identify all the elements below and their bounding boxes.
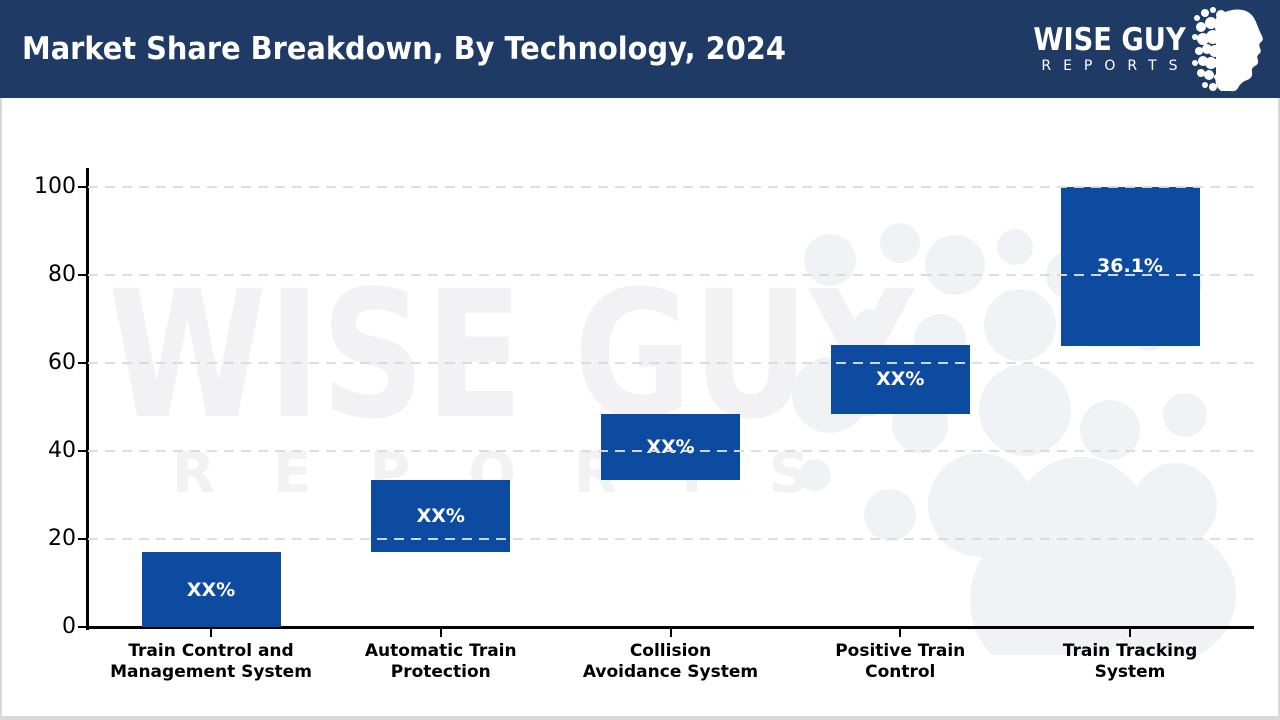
category-label-line: Train Control and bbox=[128, 641, 294, 661]
category-label-line: Automatic Train bbox=[364, 641, 517, 661]
bar-value-label-0: XX% bbox=[186, 578, 236, 601]
waterfall-bar-3: XX% bbox=[830, 345, 970, 414]
bar-value-label-2: XX% bbox=[646, 436, 695, 459]
x-tick-0 bbox=[210, 629, 212, 637]
y-axis-line bbox=[86, 168, 89, 630]
category-label-line: Positive Train bbox=[835, 641, 966, 661]
x-axis-line bbox=[86, 626, 1254, 629]
bar-value-label-1: XX% bbox=[416, 505, 465, 528]
y-tick-60 bbox=[78, 362, 88, 364]
brand-logo-primary: WISE GUY bbox=[1033, 21, 1186, 58]
category-label-line: Train Tracking bbox=[1062, 641, 1198, 661]
category-label-line: Collision bbox=[629, 641, 712, 661]
category-label-line: Management System bbox=[110, 662, 312, 683]
category-label-line: System bbox=[1094, 662, 1166, 683]
logo-head-icon bbox=[1192, 7, 1263, 92]
y-tick-0 bbox=[78, 626, 88, 628]
y-tick-20 bbox=[78, 538, 88, 540]
brand-logo-secondary: REPORTS bbox=[1041, 58, 1190, 75]
gridline-20 bbox=[88, 538, 1254, 540]
y-tick-label-80: 80 bbox=[48, 262, 76, 287]
y-tick-80 bbox=[78, 274, 88, 276]
category-label-line: Control bbox=[865, 662, 936, 683]
category-label-4: Train Tracking System bbox=[1014, 641, 1246, 684]
gridline-40 bbox=[88, 450, 1254, 452]
y-tick-label-40: 40 bbox=[48, 438, 76, 463]
brand-logo-text: WISE GUY REPORTS bbox=[1023, 24, 1196, 75]
category-label-2: Collision Avoidance System bbox=[555, 641, 787, 684]
waterfall-bar-0: XX% bbox=[141, 552, 281, 627]
category-label-line: Avoidance System bbox=[582, 662, 759, 683]
category-label-3: Positive Train Control bbox=[784, 641, 1016, 684]
bar-value-label-3: XX% bbox=[876, 368, 925, 391]
waterfall-bar-2: XX% bbox=[601, 414, 740, 480]
category-label-0: Train Control and Management System bbox=[95, 641, 327, 684]
page-title: Market Share Breakdown, By Technology, 2… bbox=[22, 31, 786, 67]
gridline-100 bbox=[88, 186, 1254, 188]
waterfall-bar-1: XX% bbox=[371, 480, 511, 553]
y-tick-label-20: 20 bbox=[48, 526, 76, 551]
waterfall-bar-4: 36.1% bbox=[1060, 187, 1200, 346]
x-tick-2 bbox=[669, 629, 672, 637]
y-tick-100 bbox=[78, 186, 88, 188]
y-tick-label-100: 100 bbox=[34, 174, 76, 199]
x-tick-4 bbox=[1129, 629, 1131, 637]
category-label-line: Protection bbox=[390, 662, 491, 683]
gridline-60 bbox=[88, 362, 1254, 364]
y-tick-label-0: 0 bbox=[62, 614, 76, 639]
y-tick-40 bbox=[78, 450, 88, 452]
x-tick-1 bbox=[439, 629, 442, 637]
bottom-border-strip bbox=[0, 716, 1280, 720]
x-tick-3 bbox=[899, 629, 902, 637]
header: Market Share Breakdown, By Technology, 2… bbox=[0, 0, 1280, 98]
brand-logo: WISE GUY REPORTS bbox=[1023, 6, 1272, 92]
gridline-80 bbox=[88, 274, 1254, 276]
category-label-1: Automatic Train Protection bbox=[325, 641, 557, 684]
y-tick-label-60: 60 bbox=[48, 350, 76, 375]
